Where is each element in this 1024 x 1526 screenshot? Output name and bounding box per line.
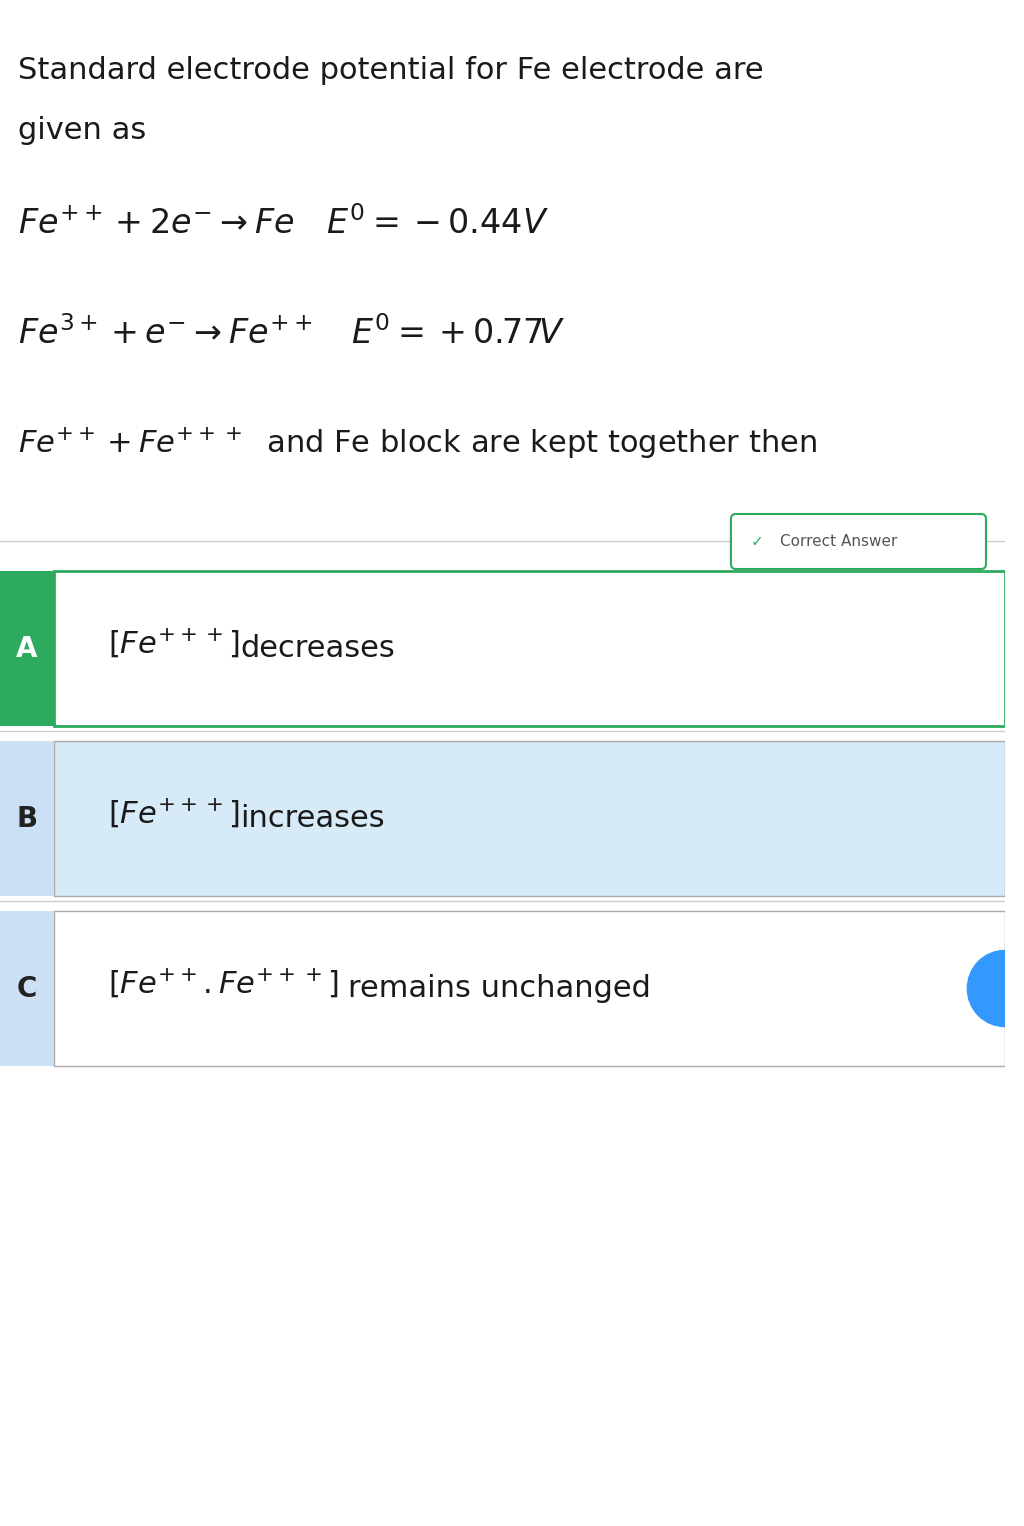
FancyBboxPatch shape (54, 571, 1005, 726)
Bar (0, 911, 54, 1067)
Bar (0, 742, 54, 896)
Text: given as: given as (17, 116, 145, 145)
Text: $Fe^{++}+Fe^{+++}$  and Fe block are kept together then: $Fe^{++}+Fe^{+++}$ and Fe block are kept… (17, 426, 817, 461)
FancyBboxPatch shape (54, 742, 1005, 896)
Text: decreases: decreases (241, 633, 395, 662)
Text: Standard electrode potential for Fe electrode are: Standard electrode potential for Fe elec… (17, 56, 763, 85)
Text: C: C (16, 975, 37, 1003)
FancyBboxPatch shape (731, 514, 986, 569)
Text: $Fe^{++}+2e^{-}\rightarrow Fe\quad E^{0}=-0.44V$: $Fe^{++}+2e^{-}\rightarrow Fe\quad E^{0}… (17, 206, 549, 241)
Text: $Fe^{3+}+e^{-}\rightarrow Fe^{++}\quad E^{0}=+0.77V$: $Fe^{3+}+e^{-}\rightarrow Fe^{++}\quad E… (17, 316, 564, 351)
Text: Correct Answer: Correct Answer (780, 534, 897, 549)
Bar (0, 571, 54, 726)
Text: remains unchanged: remains unchanged (348, 974, 651, 1003)
Text: $\left[Fe^{++}.Fe^{+++}\right]$: $\left[Fe^{++}.Fe^{+++}\right]$ (108, 967, 338, 1000)
Text: A: A (16, 635, 38, 662)
Text: B: B (16, 804, 38, 833)
Text: ✓: ✓ (751, 534, 764, 549)
Text: $\left[Fe^{+++}\right]$: $\left[Fe^{+++}\right]$ (108, 797, 240, 830)
FancyBboxPatch shape (54, 911, 1005, 1067)
Text: $\left[Fe^{+++}\right]$: $\left[Fe^{+++}\right]$ (108, 627, 240, 659)
Text: increases: increases (241, 804, 385, 833)
Circle shape (968, 951, 1024, 1027)
